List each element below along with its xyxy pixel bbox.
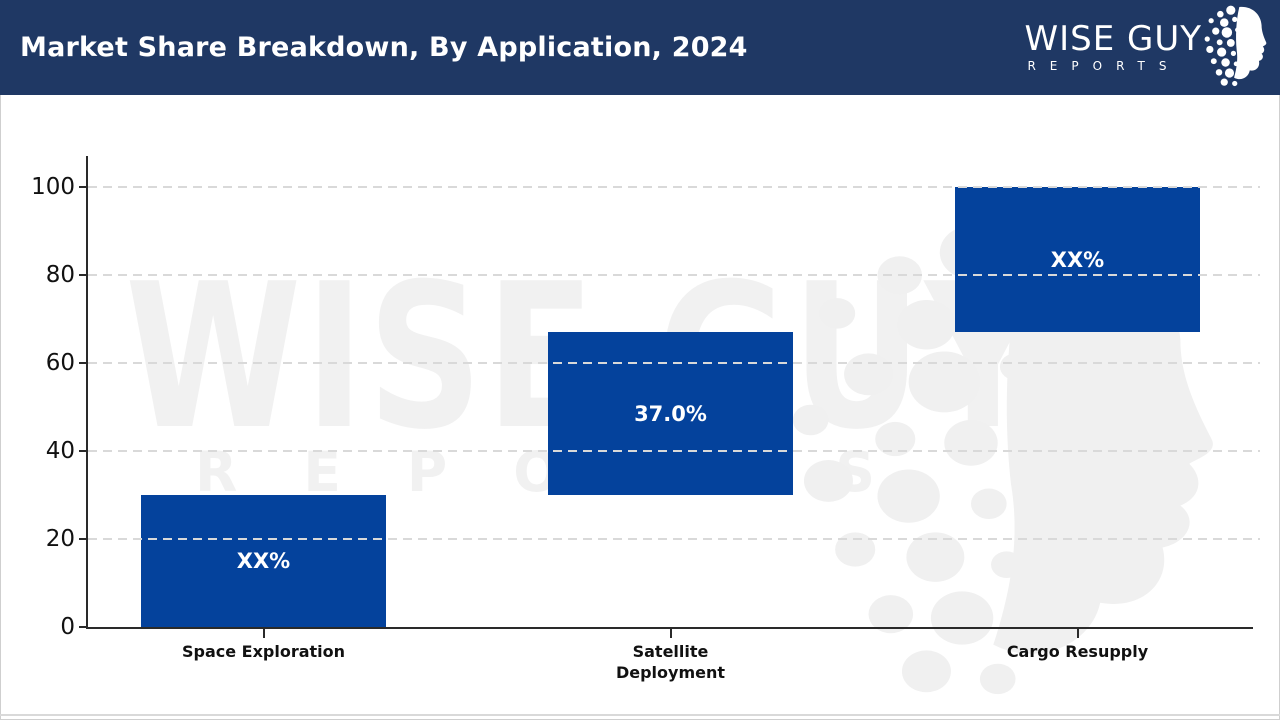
y-axis-tick xyxy=(79,450,88,452)
x-axis-category-line: Satellite xyxy=(632,642,709,661)
x-axis-tick xyxy=(669,629,672,638)
x-axis-category-label-satellite-deployment: Satellite Deployment xyxy=(511,641,831,683)
y-axis-tick-label: 40 xyxy=(45,438,75,464)
y-axis-line xyxy=(86,156,88,629)
logo-subtext: REPORTS xyxy=(1027,58,1181,73)
x-axis-line xyxy=(86,627,1253,629)
x-axis-category-line: Deployment xyxy=(615,663,726,682)
bar-value-label-cargo-resupply: XX% xyxy=(1050,247,1105,272)
chart-title: Market Share Breakdown, By Application, … xyxy=(20,32,748,63)
gridline-20 xyxy=(88,538,1260,540)
bar-satellite-deployment xyxy=(548,332,793,495)
logo-text: WISE GUY REPORTS xyxy=(1024,19,1202,73)
y-axis-tick-label: 100 xyxy=(31,174,75,200)
bar-value-label-satellite-deployment: 37.0% xyxy=(634,401,707,426)
footer-divider xyxy=(0,714,1280,716)
logo-wordmark: WISE GUY xyxy=(1024,19,1202,60)
gridline-80 xyxy=(88,274,1260,276)
y-axis-tick xyxy=(79,626,88,628)
logo-face-icon xyxy=(1204,5,1267,87)
gridline-100 xyxy=(88,186,1260,188)
bar-value-label-space-exploration: XX% xyxy=(236,549,291,573)
y-axis-tick-label: 80 xyxy=(45,262,75,288)
y-axis-tick xyxy=(79,538,88,540)
bar-space-exploration xyxy=(141,495,386,627)
x-axis-category-line: Cargo Resupply xyxy=(1006,642,1149,661)
y-axis-tick xyxy=(79,186,88,188)
x-axis-category-line: Space Exploration xyxy=(181,642,346,661)
y-axis-tick-label: 60 xyxy=(45,350,75,376)
gridline-60 xyxy=(88,362,1260,364)
wiseguy-logo: WISE GUY REPORTS xyxy=(1024,5,1274,90)
y-axis-tick xyxy=(79,274,88,276)
y-axis-tick-label: 20 xyxy=(45,526,75,552)
x-axis-tick xyxy=(1076,629,1079,638)
x-axis-category-label-cargo-resupply: Cargo Resupply xyxy=(918,641,1238,662)
x-axis-tick xyxy=(262,629,265,638)
x-axis-category-label-space-exploration: Space Exploration xyxy=(104,641,424,662)
header-bar: Market Share Breakdown, By Application, … xyxy=(0,0,1280,95)
y-axis-tick xyxy=(79,362,88,364)
y-axis-tick-label: 0 xyxy=(60,614,75,640)
gridline-40 xyxy=(88,450,1260,452)
